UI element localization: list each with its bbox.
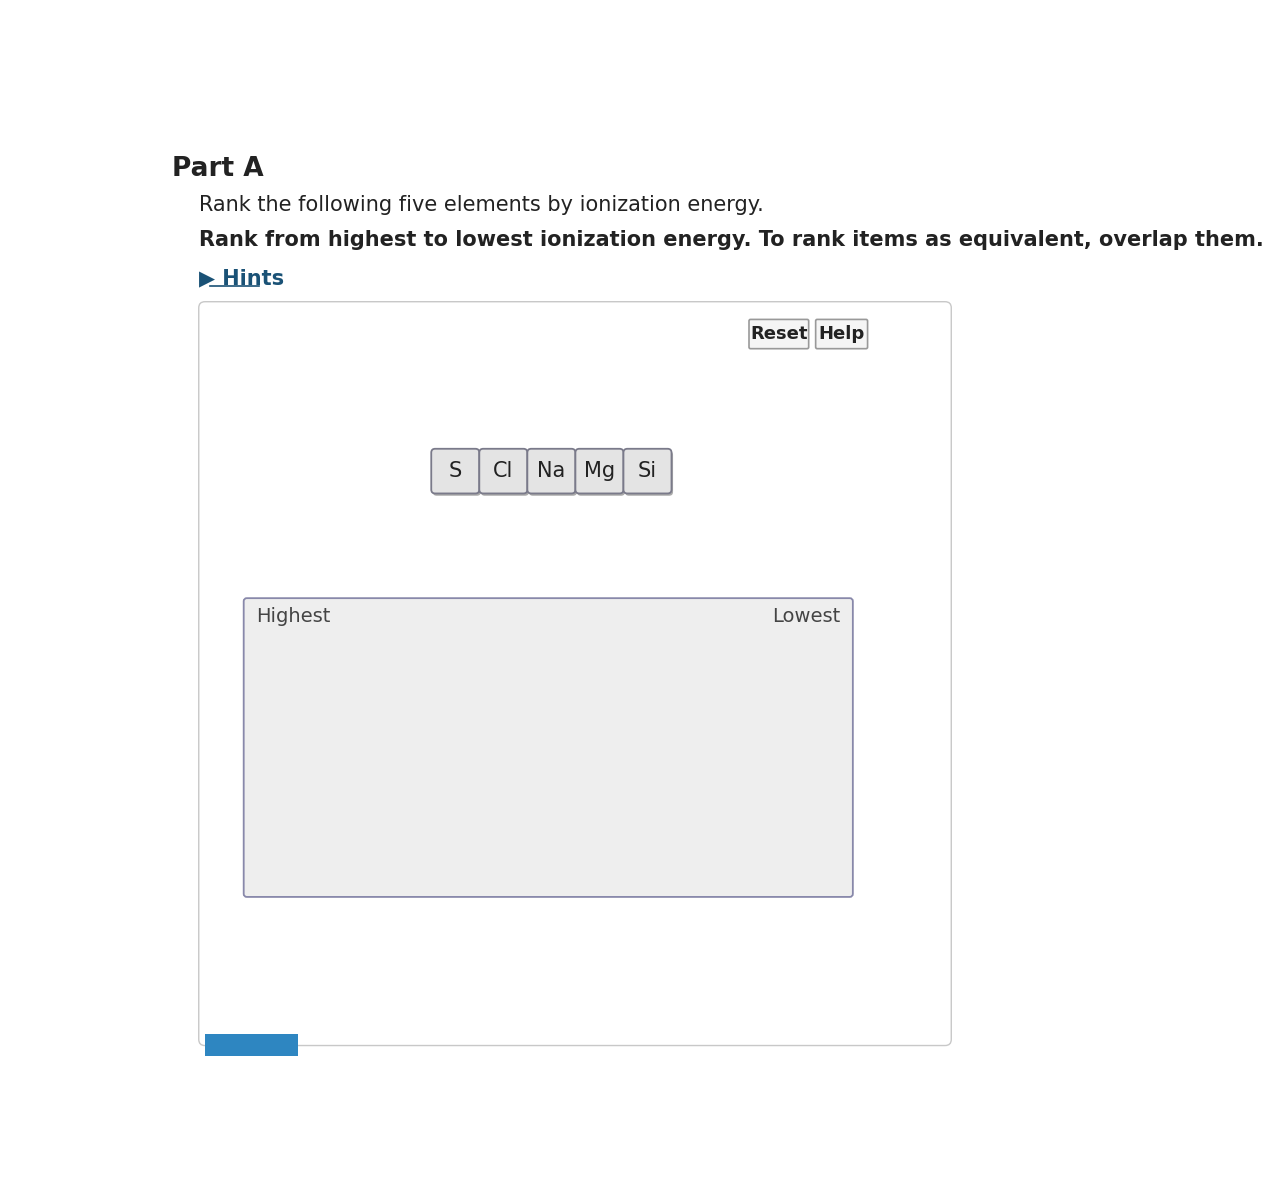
Text: Lowest: Lowest	[772, 607, 841, 626]
Text: Mg: Mg	[584, 461, 614, 482]
Text: Help: Help	[818, 325, 865, 343]
FancyBboxPatch shape	[577, 451, 625, 496]
Text: Rank the following five elements by ionization energy.: Rank the following five elements by ioni…	[198, 195, 763, 215]
Text: Rank from highest to lowest ionization energy. To rank items as equivalent, over: Rank from highest to lowest ionization e…	[198, 230, 1263, 250]
FancyBboxPatch shape	[481, 451, 529, 496]
Bar	[205, 1034, 298, 1056]
FancyBboxPatch shape	[749, 319, 809, 349]
FancyBboxPatch shape	[433, 451, 481, 496]
Text: ▶ Hints: ▶ Hints	[198, 268, 284, 288]
Text: Part A: Part A	[172, 157, 264, 183]
FancyBboxPatch shape	[198, 301, 951, 1046]
FancyBboxPatch shape	[815, 319, 868, 349]
Text: Reset: Reset	[750, 325, 808, 343]
FancyBboxPatch shape	[479, 448, 527, 493]
Text: Cl: Cl	[493, 461, 513, 482]
Text: S: S	[449, 461, 462, 482]
FancyBboxPatch shape	[625, 451, 673, 496]
Text: Highest: Highest	[256, 607, 330, 626]
FancyBboxPatch shape	[527, 448, 576, 493]
FancyBboxPatch shape	[243, 598, 852, 897]
Text: Si: Si	[637, 461, 657, 482]
FancyBboxPatch shape	[576, 448, 623, 493]
Text: Na: Na	[538, 461, 566, 482]
FancyBboxPatch shape	[623, 448, 672, 493]
FancyBboxPatch shape	[529, 451, 577, 496]
FancyBboxPatch shape	[431, 448, 479, 493]
